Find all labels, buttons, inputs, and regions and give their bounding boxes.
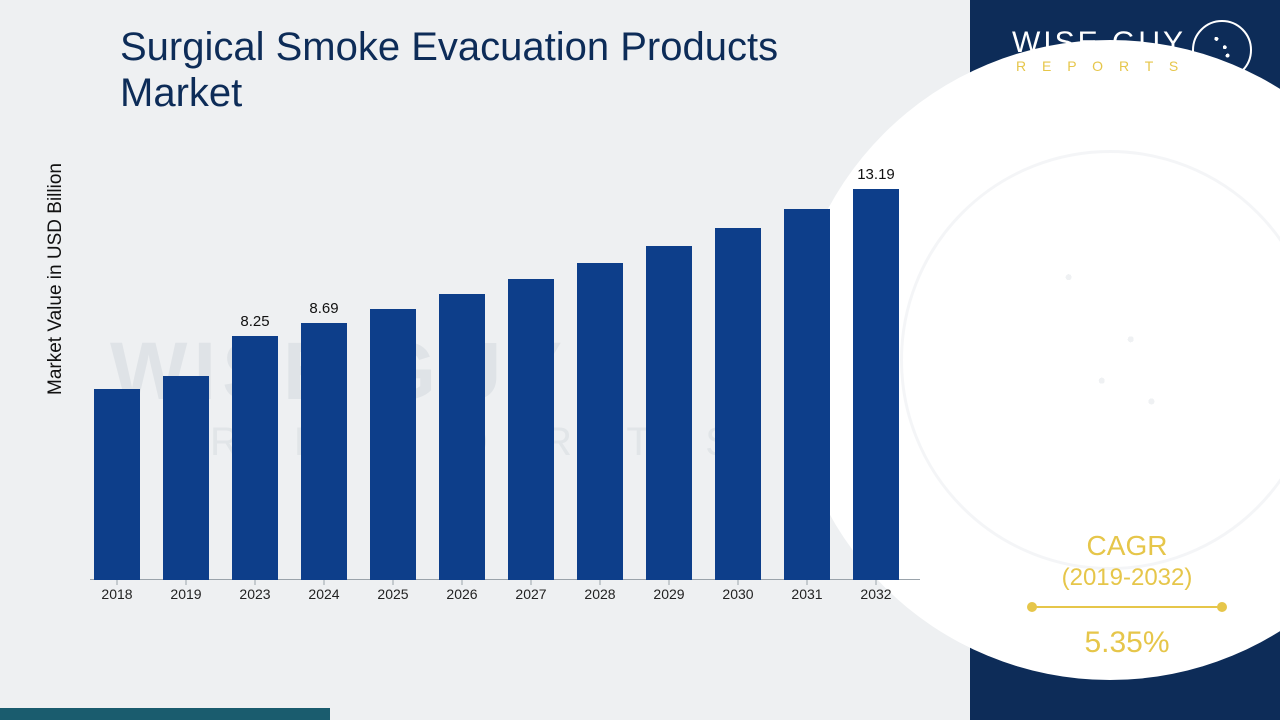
x-tick-label: 2023 [220, 586, 290, 602]
chart-title: Surgical Smoke Evacuation Products Marke… [120, 24, 880, 116]
x-tick-label: 2018 [82, 586, 152, 602]
x-tick-mark [255, 580, 256, 585]
logo-main-text: WISE GUY [1012, 26, 1186, 60]
x-tick-label: 2024 [289, 586, 359, 602]
logo-head-icon [1192, 20, 1252, 80]
bar-value-label: 8.69 [294, 300, 354, 317]
bar [508, 279, 554, 580]
x-tick-label: 2029 [634, 586, 704, 602]
x-tick-label: 2027 [496, 586, 566, 602]
cagr-title: CAGR [1002, 530, 1252, 562]
x-tick-mark [393, 580, 394, 585]
bar-value-label: 8.25 [225, 313, 285, 330]
cagr-range: (2019-2032) [1002, 564, 1252, 592]
chart-area: 2018201920238.2520248.692025202620272028… [90, 180, 920, 610]
x-tick-mark [807, 580, 808, 585]
y-axis-label: Market Value in USD Billion [45, 163, 67, 395]
bar [94, 389, 140, 580]
x-tick-mark [117, 580, 118, 585]
x-tick-mark [186, 580, 187, 585]
bar [370, 309, 416, 580]
logo-sub-text: R E P O R T S [1016, 58, 1186, 74]
x-tick-label: 2030 [703, 586, 773, 602]
bar [577, 263, 623, 580]
bar [301, 323, 347, 580]
bar [853, 189, 899, 580]
x-tick-mark [462, 580, 463, 585]
x-tick-label: 2028 [565, 586, 635, 602]
bottom-accent-bar [0, 708, 330, 720]
bar-value-label: 13.19 [846, 166, 906, 183]
x-tick-label: 2026 [427, 586, 497, 602]
bar [715, 228, 761, 580]
x-tick-label: 2032 [841, 586, 911, 602]
x-tick-mark [531, 580, 532, 585]
logo: WISE GUY R E P O R T S [992, 20, 1252, 80]
bar [232, 336, 278, 580]
bar [646, 246, 692, 580]
x-tick-label: 2025 [358, 586, 428, 602]
x-tick-mark [669, 580, 670, 585]
cagr-divider [1032, 606, 1222, 608]
x-tick-mark [600, 580, 601, 585]
plot-region: 2018201920238.2520248.692025202620272028… [90, 180, 920, 580]
cagr-block: CAGR (2019-2032) 5.35% [1002, 530, 1252, 660]
bar [784, 209, 830, 580]
bar [439, 294, 485, 580]
x-tick-label: 2031 [772, 586, 842, 602]
bar [163, 376, 209, 580]
cagr-value: 5.35% [1002, 626, 1252, 660]
x-tick-mark [738, 580, 739, 585]
x-tick-mark [324, 580, 325, 585]
watermark-head-icon [900, 150, 1280, 570]
x-tick-label: 2019 [151, 586, 221, 602]
x-tick-mark [876, 580, 877, 585]
page: WISE GUY R E P O R T S Surgical Smoke Ev… [0, 0, 1280, 720]
